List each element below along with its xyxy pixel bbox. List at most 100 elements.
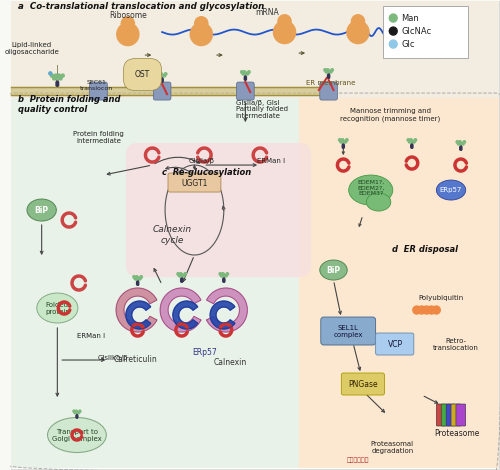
Circle shape [341, 139, 344, 141]
Circle shape [244, 70, 246, 73]
Text: d  ER disposal: d ER disposal [392, 245, 458, 254]
FancyBboxPatch shape [12, 1, 499, 469]
Circle shape [79, 410, 81, 412]
Ellipse shape [48, 417, 106, 453]
Circle shape [456, 141, 458, 143]
Text: Folded
protein: Folded protein [45, 302, 70, 314]
Circle shape [225, 274, 228, 277]
Circle shape [76, 411, 78, 414]
Circle shape [184, 273, 186, 275]
Circle shape [342, 146, 344, 148]
Circle shape [222, 278, 225, 281]
Circle shape [178, 274, 180, 277]
Text: SEC61
translocon: SEC61 translocon [80, 80, 113, 91]
Circle shape [76, 415, 78, 417]
Text: ER membrane: ER membrane [306, 80, 356, 86]
Text: Calnexin: Calnexin [214, 358, 248, 367]
Ellipse shape [366, 193, 391, 211]
Text: BiP: BiP [326, 266, 340, 274]
Circle shape [328, 74, 330, 77]
Circle shape [350, 14, 366, 29]
Polygon shape [160, 288, 201, 332]
FancyBboxPatch shape [90, 82, 108, 100]
Circle shape [136, 283, 138, 285]
Circle shape [140, 276, 142, 278]
Circle shape [74, 412, 76, 414]
Circle shape [160, 73, 162, 75]
Circle shape [326, 69, 329, 71]
Circle shape [164, 73, 167, 75]
Text: SEL1L
complex: SEL1L complex [334, 324, 363, 337]
Circle shape [460, 148, 462, 150]
Circle shape [59, 77, 62, 80]
Circle shape [116, 22, 140, 46]
Circle shape [52, 77, 56, 80]
Circle shape [54, 74, 57, 77]
Circle shape [410, 140, 413, 142]
Circle shape [418, 306, 426, 314]
Circle shape [222, 274, 225, 276]
Circle shape [408, 141, 411, 143]
Circle shape [330, 70, 332, 73]
Circle shape [136, 276, 138, 278]
Circle shape [432, 306, 440, 314]
Circle shape [180, 280, 183, 282]
Circle shape [78, 412, 80, 414]
Text: EDEM1?,
EDEM2?,
EDEM3?: EDEM1?, EDEM2?, EDEM3? [357, 180, 384, 196]
Circle shape [75, 410, 77, 412]
Polygon shape [126, 301, 150, 329]
Circle shape [222, 273, 224, 275]
Circle shape [220, 274, 223, 277]
Circle shape [161, 80, 163, 82]
Polygon shape [173, 301, 198, 329]
Circle shape [328, 76, 330, 78]
Text: b  Protein folding and
quality control: b Protein folding and quality control [18, 94, 120, 114]
Circle shape [390, 27, 397, 35]
FancyBboxPatch shape [236, 82, 254, 100]
FancyBboxPatch shape [168, 173, 221, 192]
Text: Proteasomal
degradation: Proteasomal degradation [370, 441, 414, 454]
Text: GlcNAc: GlcNAc [401, 27, 431, 36]
Text: Calreticulin: Calreticulin [114, 355, 158, 364]
Ellipse shape [27, 199, 56, 221]
FancyBboxPatch shape [384, 6, 468, 58]
Text: GlsIIa/β, GlsI: GlsIIa/β, GlsI [236, 100, 279, 106]
Circle shape [76, 416, 78, 418]
Text: GlsIIa/β: GlsIIa/β [188, 158, 214, 164]
FancyBboxPatch shape [299, 98, 499, 468]
FancyBboxPatch shape [126, 143, 311, 277]
Text: Transport to
Golgi complex: Transport to Golgi complex [52, 429, 102, 441]
Text: Proteasome: Proteasome [434, 429, 480, 438]
Text: Mannose trimming and
recognition (mannose timer): Mannose trimming and recognition (mannos… [340, 108, 440, 122]
Text: c  Re-glucosylation: c Re-glucosylation [162, 168, 251, 177]
Circle shape [411, 144, 413, 147]
Circle shape [177, 273, 180, 275]
Circle shape [458, 141, 461, 143]
Circle shape [190, 22, 213, 46]
Circle shape [240, 70, 243, 73]
Circle shape [346, 139, 348, 141]
FancyBboxPatch shape [451, 404, 461, 426]
Circle shape [390, 40, 397, 48]
Circle shape [120, 16, 135, 31]
Text: Man: Man [401, 14, 419, 23]
Text: Ribosome: Ribosome [109, 11, 146, 20]
Circle shape [182, 274, 185, 277]
Polygon shape [206, 288, 248, 332]
Circle shape [242, 72, 244, 75]
Ellipse shape [348, 175, 393, 205]
Circle shape [346, 20, 370, 44]
Circle shape [58, 74, 60, 77]
Circle shape [73, 410, 75, 412]
Circle shape [133, 276, 136, 278]
Text: GlsIIkα/β: GlsIIkα/β [98, 355, 128, 361]
Circle shape [460, 142, 462, 145]
Text: VCP: VCP [388, 339, 403, 349]
Circle shape [328, 70, 330, 72]
Text: Calnexin
cycle: Calnexin cycle [152, 225, 192, 245]
Circle shape [411, 146, 413, 148]
Circle shape [138, 277, 141, 280]
Text: 勤娟生物学窗: 勤娟生物学窗 [346, 457, 369, 463]
FancyBboxPatch shape [12, 98, 499, 468]
Circle shape [136, 277, 139, 280]
